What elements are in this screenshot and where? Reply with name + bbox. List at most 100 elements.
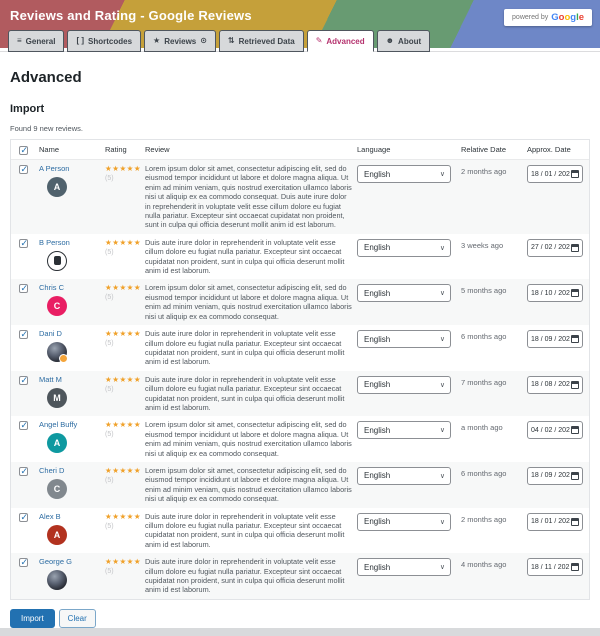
language-select[interactable]: English ∨ (357, 512, 451, 531)
language-select-value: English (364, 243, 391, 253)
language-select[interactable]: English ∨ (357, 421, 451, 440)
approx-date-input[interactable]: 18 / 09 / 202 (527, 466, 583, 485)
row-checkbox[interactable] (19, 238, 28, 248)
rating-count: (5) (105, 294, 114, 302)
tab-advanced[interactable]: ✎ Advanced (306, 30, 374, 52)
relative-date: 6 months ago (461, 468, 507, 478)
chevron-down-icon: ∨ (439, 472, 445, 480)
approx-date-value: 18 / 10 / 202 (531, 289, 570, 297)
star-rating: ★★★★★ (105, 164, 142, 173)
reviewer-avatar: A (47, 177, 67, 197)
table-row: Cheri D C ★★★★★ (5) Lorem ipsum dolor si… (11, 461, 589, 508)
row-checkbox[interactable] (19, 375, 28, 385)
language-select[interactable]: English ∨ (357, 558, 451, 577)
row-checkbox[interactable] (19, 284, 28, 294)
tab-bar: ≡ General[ ] Shortcodes ★ Reviews ⊙ ⇅ Retrieved… (8, 30, 431, 52)
chevron-down-icon: ∨ (439, 336, 445, 344)
reviewer-name-link[interactable]: Chris C (39, 283, 65, 293)
language-select-value: English (364, 169, 391, 179)
rating-count: (5) (105, 385, 114, 393)
reviewer-name-link[interactable]: Matt M (39, 374, 62, 384)
plugin-title: Reviews and Rating - Google Reviews (10, 8, 252, 23)
reviewer-avatar (47, 570, 67, 591)
language-select[interactable]: English ∨ (357, 165, 451, 183)
chevron-down-icon: ∨ (439, 427, 445, 435)
star-icon: ★ (153, 36, 161, 45)
row-checkbox[interactable] (19, 558, 28, 568)
approx-date-value: 18 / 01 / 202 (531, 518, 570, 526)
reviewer-name-link[interactable]: B Person (39, 237, 70, 247)
column-header-rating: Rating (105, 145, 127, 154)
chevron-down-icon: ∨ (439, 290, 445, 298)
tab-about[interactable]: ☻ About (376, 30, 431, 52)
approx-date-input[interactable]: 04 / 02 / 202 (527, 421, 583, 440)
row-checkbox[interactable] (19, 466, 28, 476)
approx-date-input[interactable]: 27 / 02 / 202 (527, 238, 583, 257)
tab-label: About (398, 36, 422, 46)
reviewer-name-link[interactable]: George G (39, 557, 72, 567)
star-rating: ★★★★★ (105, 283, 142, 293)
reviewer-name-link[interactable]: Angel Buffy (39, 420, 78, 430)
review-text: Duis aute irure dolor in reprehenderit i… (145, 329, 345, 367)
calendar-icon (571, 563, 579, 572)
tab-shortcodes[interactable]: [ ] Shortcodes (67, 30, 142, 52)
approx-date-input[interactable]: 18 / 11 / 202 (527, 558, 583, 577)
chevron-down-icon: ∨ (439, 518, 445, 526)
column-header-name: Name (39, 145, 60, 154)
language-select[interactable]: English ∨ (357, 375, 451, 394)
approx-date-input[interactable]: 18 / 01 / 202 (527, 165, 583, 183)
powered-by-text: powered by (512, 14, 549, 21)
tab-reviews[interactable]: ★ Reviews ⊙ (144, 30, 216, 52)
approx-date-input[interactable]: 18 / 10 / 202 (527, 284, 583, 303)
rating-count: (5) (105, 175, 114, 182)
reviews-table: Name Rating Review Language Relative Date App… (10, 139, 590, 600)
select-all-checkbox[interactable] (19, 146, 28, 155)
table-row: A Person A ★★★★★ (5) Lorem ipsum dolor s… (11, 160, 589, 234)
reviewer-avatar: C (47, 296, 67, 317)
calendar-icon (571, 471, 579, 480)
row-checkbox[interactable] (19, 165, 28, 174)
reviewer-name-link[interactable]: Cheri D (39, 465, 65, 475)
reviewer-avatar: A (47, 433, 67, 454)
rating-count: (5) (105, 522, 114, 530)
table-row: Dani D ★★★★★ (5) Duis aute irure dolor i… (11, 325, 589, 371)
clear-button[interactable]: Clear (58, 608, 96, 628)
language-select[interactable]: English ∨ (357, 284, 451, 303)
tab-label: Advanced (326, 36, 365, 46)
row-checkbox[interactable] (19, 421, 28, 431)
calendar-icon (571, 426, 579, 435)
language-select[interactable]: English ∨ (357, 238, 451, 257)
approx-date-input[interactable]: 18 / 01 / 202 (527, 512, 583, 531)
reviewer-name-link[interactable]: Alex B (39, 511, 61, 521)
actions-bar: Import Clear (10, 608, 590, 628)
tab-retrieved-data[interactable]: ⇅ Retrieved Data (218, 30, 304, 52)
reviewer-name-link[interactable]: Dani D (39, 329, 62, 339)
rating-count: (5) (105, 476, 114, 484)
tab-general[interactable]: ≡ General (8, 30, 65, 52)
calendar-icon (571, 517, 579, 526)
tab-label: Retrieved Data (238, 36, 295, 46)
table-row: George G ★★★★★ (5) Duis aute irure dolor… (11, 553, 589, 599)
language-select[interactable]: English ∨ (357, 466, 451, 485)
calendar-icon (571, 335, 579, 344)
language-select-value: English (364, 562, 391, 572)
approx-date-input[interactable]: 18 / 09 / 202 (527, 330, 583, 349)
approx-date-value: 04 / 02 / 202 (531, 426, 570, 434)
row-checkbox[interactable] (19, 330, 28, 340)
table-row: Matt M M ★★★★★ (5) Duis aute irure dolor… (11, 370, 589, 417)
advanced-page: Advanced Import Found 9 new reviews. Nam… (0, 52, 600, 628)
approx-date-value: 27 / 02 / 202 (531, 244, 570, 252)
reviewer-avatar: M (47, 387, 67, 408)
row-checkbox[interactable] (19, 512, 28, 522)
column-header-approx-date: Approx. Date (527, 145, 571, 154)
reviewer-name-link[interactable]: A Person (39, 164, 70, 173)
approx-date-input[interactable]: 18 / 08 / 202 (527, 375, 583, 394)
rating-count: (5) (105, 248, 114, 256)
language-select[interactable]: English ∨ (357, 330, 451, 349)
table-row: Angel Buffy A ★★★★★ (5) Lorem ipsum dolo… (11, 416, 589, 462)
plugin-header: Reviews and Rating - Google Reviews powe… (0, 0, 600, 52)
review-text: Lorem ipsum dolor sit amet, consectetur … (145, 283, 352, 321)
import-button[interactable]: Import (10, 608, 55, 628)
powered-by-google-badge: powered by Google (504, 9, 592, 26)
tab-label: Shortcodes (88, 36, 133, 46)
